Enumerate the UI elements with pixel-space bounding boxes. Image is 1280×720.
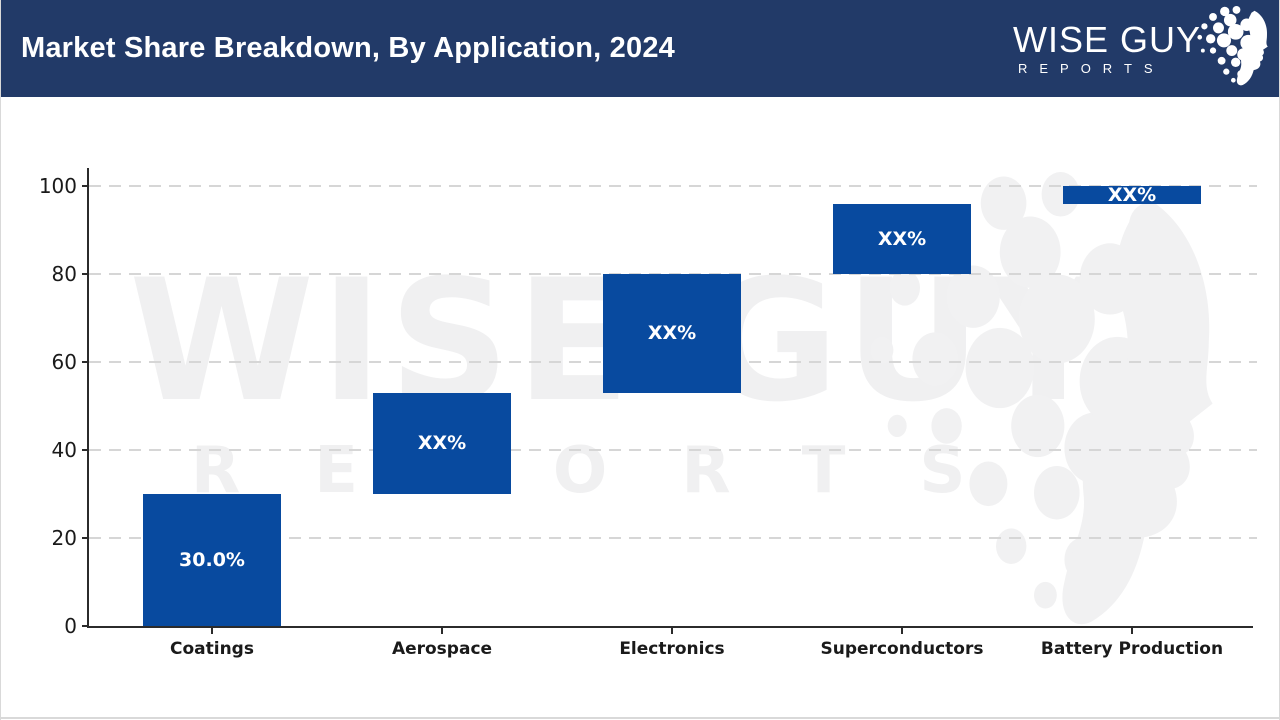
bar-value-label: XX%	[647, 322, 697, 345]
x-tick-1	[441, 628, 443, 634]
y-tick-label-60: 60	[51, 350, 77, 374]
category-label-2: Electronics	[619, 639, 725, 659]
y-tick-label-100: 100	[38, 174, 77, 198]
bar-battery-production: XX%	[1063, 183, 1201, 206]
x-tick-0	[211, 628, 213, 634]
category-label-0: Coatings	[170, 639, 254, 659]
x-tick-4	[1131, 628, 1133, 634]
category-label-3: Superconductors	[820, 639, 984, 659]
y-tick-label-80: 80	[51, 262, 77, 286]
y-tick-label-0: 0	[64, 614, 77, 638]
page-title: Market Share Breakdown, By Application, …	[21, 32, 675, 64]
bar-coatings: 30.0%	[143, 494, 281, 626]
y-tick-60	[82, 361, 89, 363]
brand-name: WISE GUY	[1012, 19, 1201, 60]
bar-value-label: XX%	[1107, 183, 1157, 206]
y-tick-0	[82, 625, 89, 627]
bottom-divider	[1, 717, 1279, 719]
brand-logo-text: WISE GUY REPORTS	[1012, 19, 1201, 76]
header-bar: Market Share Breakdown, By Application, …	[1, 0, 1279, 97]
bar-superconductors: XX%	[833, 203, 971, 274]
y-tick-40	[82, 449, 89, 451]
bar-value-label: 30.0%	[179, 549, 245, 571]
y-tick-100	[82, 185, 89, 187]
y-axis-line	[87, 168, 89, 628]
gridline-40	[89, 449, 1257, 451]
category-label-4: Battery Production	[1040, 639, 1224, 659]
y-tick-80	[82, 273, 89, 275]
brand-logo: WISE GUY REPORTS	[1012, 5, 1273, 92]
gridline-100	[89, 185, 1257, 187]
y-tick-20	[82, 537, 89, 539]
bar-value-label: XX%	[877, 227, 927, 250]
x-tick-2	[671, 628, 673, 634]
y-tick-label-20: 20	[51, 526, 77, 550]
category-label-1: Aerospace	[391, 639, 493, 659]
wise-guy-head-icon	[1197, 5, 1268, 85]
x-tick-3	[901, 628, 903, 634]
y-tick-label-40: 40	[51, 438, 77, 462]
gridline-20	[89, 537, 1257, 539]
bar-value-label: XX%	[417, 432, 467, 455]
bar-aerospace: XX%	[373, 392, 511, 494]
bar-electronics: XX%	[603, 274, 741, 393]
brand-subname: REPORTS	[1017, 61, 1165, 76]
x-axis-line	[87, 626, 1253, 628]
